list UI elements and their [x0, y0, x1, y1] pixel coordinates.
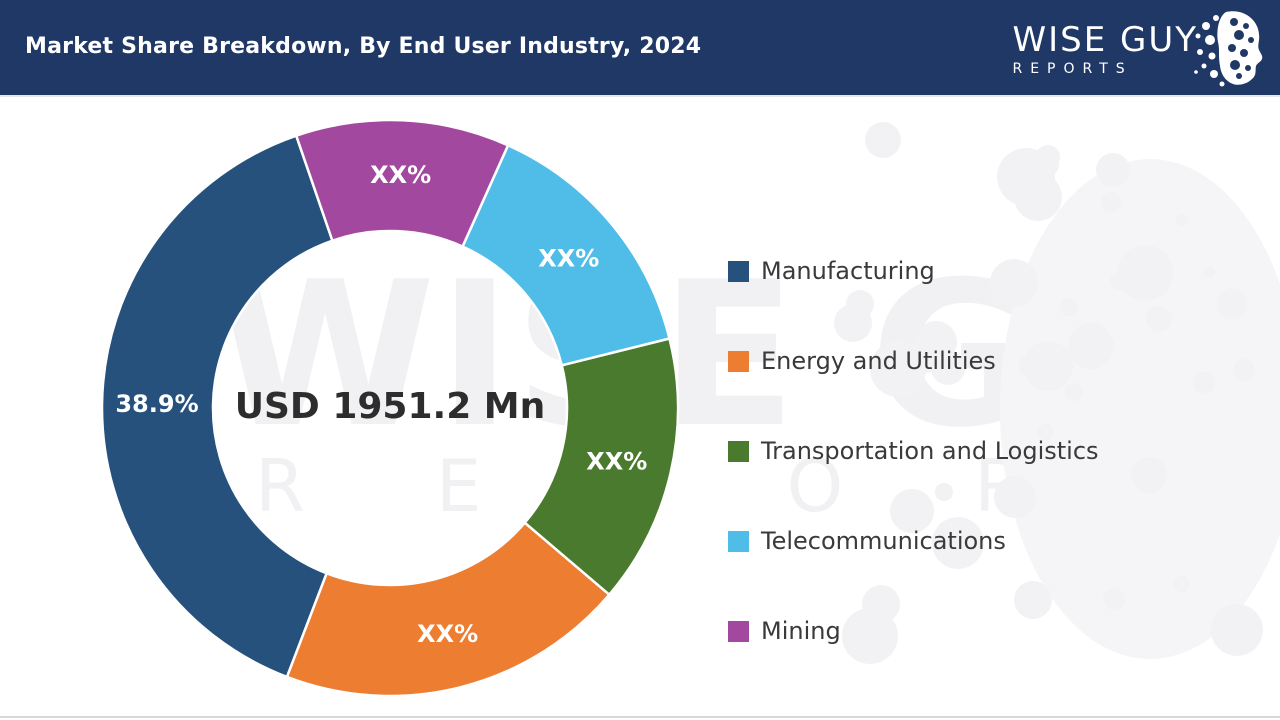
legend-label-manufacturing: Manufacturing [761, 257, 935, 285]
slice-label-mining: XX% [370, 161, 431, 189]
slice-label-transportation-and-logistics: XX% [586, 447, 647, 475]
legend-swatch-energy-and-utilities [728, 350, 749, 372]
slice-label-manufacturing: 38.9% [115, 390, 198, 418]
donut-slice-energy-and-utilities [285, 521, 611, 698]
legend-label-transportation-and-logistics: Transportation and Logistics [761, 437, 1099, 465]
chart-area: WISE GUY R E P O R T S 38.9%XX%XX%XX%XX%… [0, 99, 1280, 716]
legend-item-transportation-and-logistics: Transportation and Logistics [728, 437, 1099, 465]
slice-label-telecommunications: XX% [538, 245, 599, 273]
legend-swatch-telecommunications [728, 530, 749, 552]
logo-wordmark-line2: REPORTS [1012, 61, 1133, 77]
legend-swatch-mining [728, 620, 749, 642]
logo-head-profile-icon [1194, 11, 1263, 87]
legend-item-energy-and-utilities: Energy and Utilities [728, 347, 1099, 375]
donut-slice-mining [294, 118, 510, 248]
legend-label-mining: Mining [761, 617, 841, 645]
slice-label-energy-and-utilities: XX% [417, 620, 478, 648]
chart-legend: Manufacturing Energy and Utilities Transpo… [728, 257, 1099, 708]
wiseguy-logo: WISE GUY REPORTS [1012, 8, 1264, 90]
donut-slice-manufacturing [100, 134, 334, 679]
chart-center-value: USD 1951.2 Mn [234, 386, 546, 427]
bottom-divider [0, 716, 1280, 718]
legend-label-telecommunications: Telecommunications [761, 527, 1006, 555]
header: Market Share Breakdown, By End User Indu… [0, 0, 1280, 97]
legend-label-energy-and-utilities: Energy and Utilities [761, 347, 996, 375]
donut-chart: 38.9% XX% XX% XX% XX% [100, 118, 680, 698]
legend-item-manufacturing: Manufacturing [728, 257, 1099, 285]
logo-wordmark: WISE GUY REPORTS [1012, 20, 1198, 78]
page-title: Market Share Breakdown, By End User Indu… [25, 34, 702, 59]
legend-swatch-manufacturing [728, 260, 749, 282]
legend-item-mining: Mining [728, 617, 1099, 645]
legend-item-telecommunications: Telecommunications [728, 527, 1099, 555]
legend-swatch-transportation-and-logistics [728, 440, 749, 462]
logo-wordmark-line1: WISE GUY [1012, 20, 1198, 60]
